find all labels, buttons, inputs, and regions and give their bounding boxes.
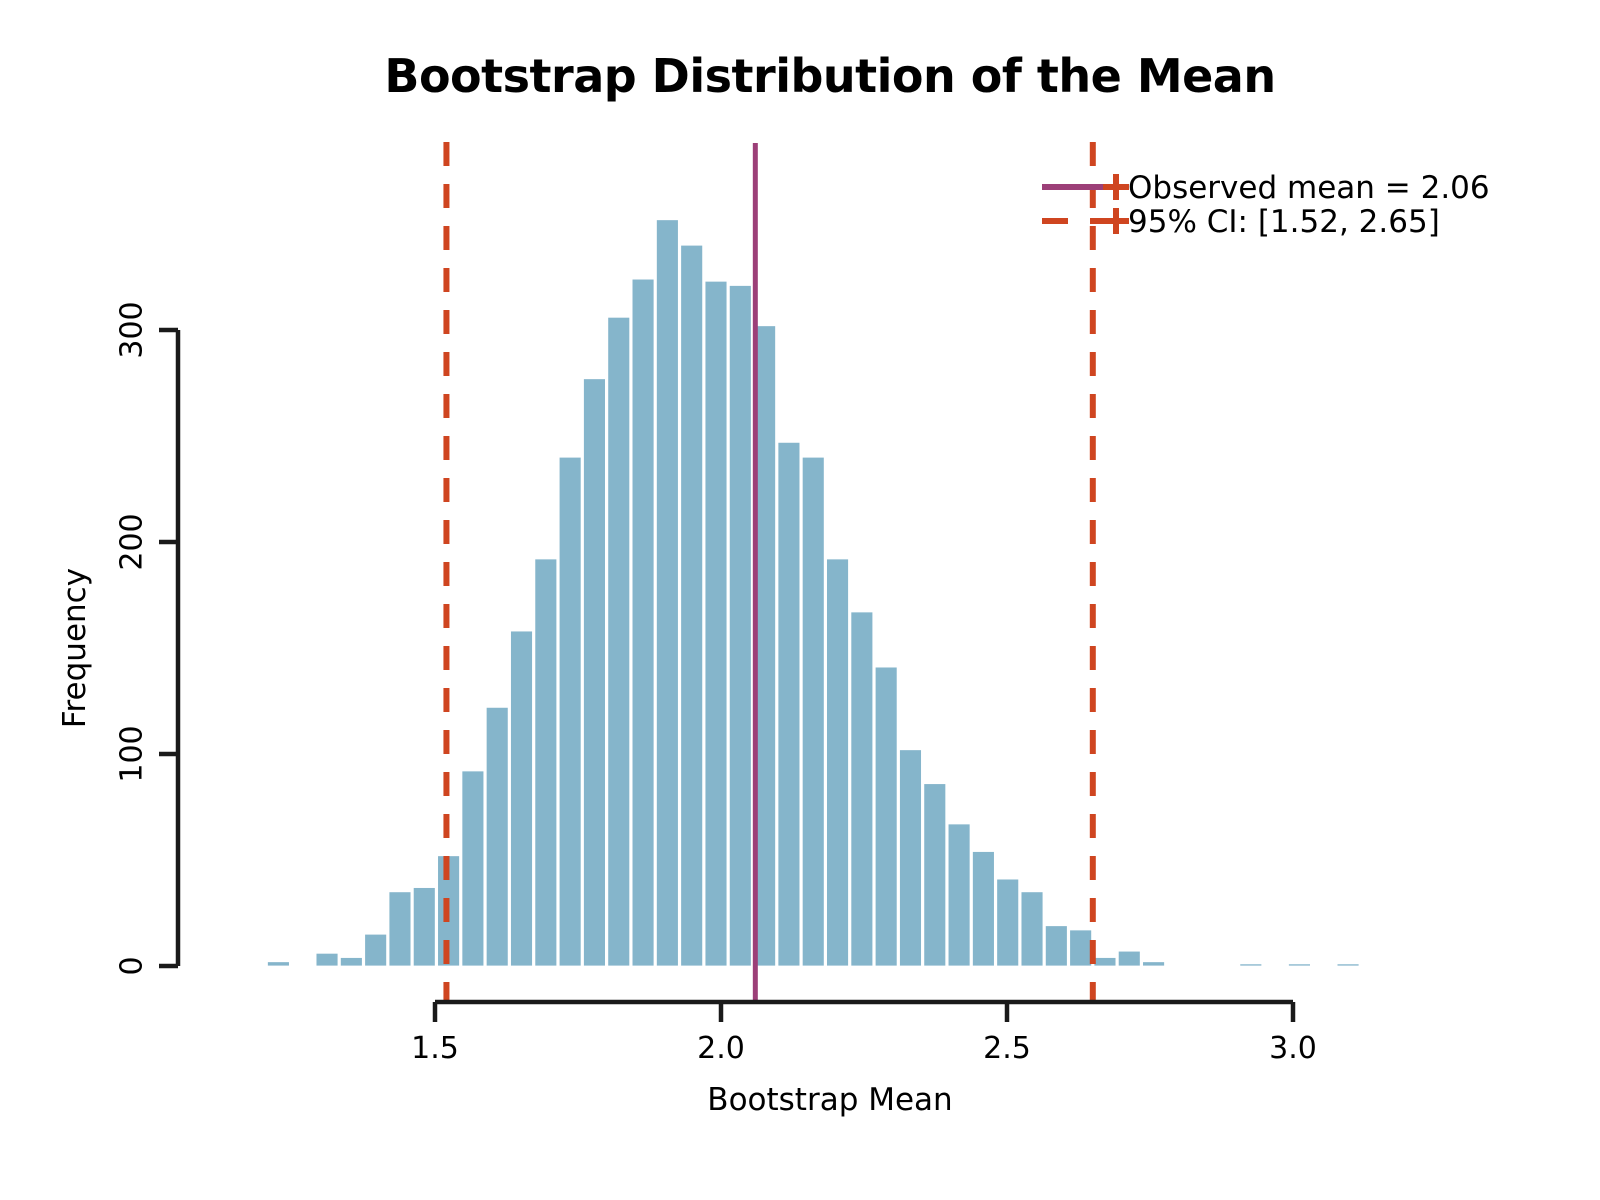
histogram-bar (364, 933, 388, 967)
histogram-bar (412, 887, 436, 967)
histogram-bar (656, 219, 679, 967)
histogram-bar (1093, 957, 1117, 967)
histogram-bar (485, 706, 509, 967)
histogram-bar (947, 823, 971, 967)
histogram-bar (704, 280, 728, 967)
histogram-bar (339, 957, 363, 967)
x-axis-title: Bootstrap Mean (707, 1082, 952, 1118)
histogram-bar (826, 558, 849, 967)
reference-lines (443, 142, 1096, 1000)
histogram-bar (1336, 963, 1360, 967)
histogram-bar (972, 851, 995, 967)
histogram-bar (583, 378, 606, 967)
histogram-bar (1069, 929, 1092, 967)
histogram-bar (801, 456, 825, 967)
y-tick-label: 100 (115, 725, 150, 782)
y-tick-label: 200 (115, 513, 150, 570)
histogram-bar (1166, 964, 1190, 967)
histogram-bar (1239, 963, 1263, 967)
histogram-bar (1263, 964, 1287, 967)
histogram-bar (315, 952, 339, 967)
x-tick-label: 1.5 (411, 1031, 459, 1066)
histogram-bar (850, 611, 874, 967)
histogram-bar (631, 278, 655, 967)
histogram-bar (291, 964, 315, 967)
y-axis-title: Frequency (57, 568, 93, 728)
histogram-bar (680, 244, 704, 967)
y-tick-label: 0 (115, 956, 150, 975)
chart-title: Bootstrap Distribution of the Mean (384, 49, 1275, 103)
plot-axes (159, 327, 1296, 1022)
histogram-bar (1190, 964, 1214, 967)
histogram-bar (607, 316, 631, 967)
histogram-bar (899, 749, 922, 967)
x-tick-label: 3.0 (1269, 1031, 1317, 1066)
x-tick-label: 2.0 (697, 1031, 745, 1066)
histogram-bar (1044, 925, 1068, 967)
histogram-bar (267, 961, 290, 967)
histogram-bar (1215, 964, 1238, 967)
histogram-bar (728, 285, 752, 967)
histogram-bar (388, 891, 412, 967)
legend-label-1: 95% CI: [1.52, 2.65] (1128, 204, 1440, 240)
histogram-bar (777, 441, 801, 967)
histogram-bar (1020, 891, 1044, 967)
tick-labels: 0 100 200 300 1.5 2.0 2.5 3.0 (115, 301, 1317, 1066)
histogram-bars (267, 219, 1360, 967)
histogram-bar (558, 456, 582, 967)
histogram-bar (510, 630, 533, 967)
histogram-bar (534, 558, 558, 967)
legend-label-0: Observed mean = 2.06 (1128, 170, 1490, 206)
x-tick-label: 2.5 (983, 1031, 1031, 1066)
histogram-bar (1288, 963, 1311, 967)
histogram-bar (1117, 950, 1141, 967)
histogram-bar (923, 783, 947, 967)
histogram-bar (874, 666, 898, 967)
y-tick-label: 300 (115, 301, 150, 358)
histogram-bar (996, 878, 1020, 967)
histogram-bar (461, 770, 485, 967)
histogram-bar (1142, 961, 1165, 967)
